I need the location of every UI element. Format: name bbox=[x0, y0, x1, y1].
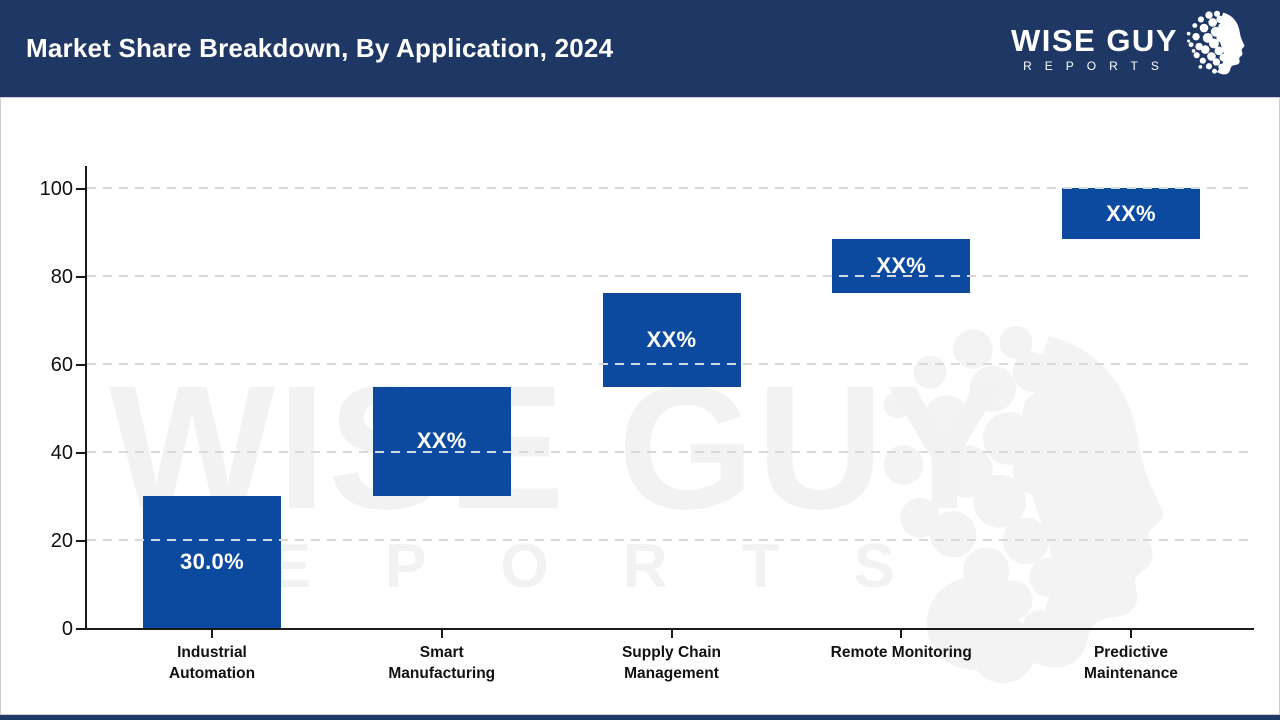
logo-subtitle: REPORTS bbox=[1023, 59, 1172, 73]
gridline-100 bbox=[87, 187, 1254, 189]
x-tick-remote-monitoring bbox=[900, 630, 903, 638]
bar-value-label-industrial-automation: 30.0% bbox=[180, 549, 244, 574]
y-tick-20 bbox=[76, 540, 85, 542]
y-tick-40 bbox=[76, 452, 85, 454]
bar-predictive-maintenance: XX% bbox=[1062, 188, 1200, 240]
category-label-industrial-automation: Industrial Automation bbox=[97, 643, 327, 685]
category-label-line: Management bbox=[624, 664, 719, 682]
bar-value-label-supply-chain-management: XX% bbox=[646, 327, 697, 353]
y-tick-label-0: 0 bbox=[61, 618, 73, 640]
y-tick-label-100: 100 bbox=[39, 178, 73, 200]
footer-bar bbox=[0, 715, 1280, 720]
y-tick-label-60: 60 bbox=[50, 354, 73, 376]
gridline-20 bbox=[87, 539, 1254, 541]
gridline-80 bbox=[87, 275, 1254, 277]
wiseguy-logo-text: WISE GUY REPORTS bbox=[1011, 25, 1178, 72]
y-tick-0 bbox=[76, 628, 85, 630]
category-label-predictive-maintenance: Predictive Maintenance bbox=[1016, 643, 1246, 685]
gridline-40 bbox=[87, 451, 1254, 453]
category-label-line: Automation bbox=[168, 664, 256, 682]
chart-area: WISE GUY REPORTS 0 20 40 60 80 100 30.0% Indust… bbox=[0, 97, 1280, 715]
category-label-remote-monitoring: Remote Monitoring bbox=[786, 643, 1016, 664]
wiseguy-head-icon bbox=[1186, 10, 1245, 74]
category-label-line: Industrial bbox=[177, 644, 247, 661]
bar-industrial-automation: 30.0% bbox=[143, 496, 281, 628]
category-label-smart-manufacturing: Smart Manufacturing bbox=[327, 643, 557, 685]
page-title: Market Share Breakdown, By Application, … bbox=[26, 33, 614, 63]
x-axis-line bbox=[85, 628, 1254, 630]
wiseguy-logo: WISE GUY REPORTS bbox=[1011, 8, 1254, 90]
x-tick-supply-chain-management bbox=[670, 630, 673, 638]
bar-smart-manufacturing: XX% bbox=[372, 386, 511, 496]
y-tick-100 bbox=[76, 188, 85, 190]
y-tick-label-20: 20 bbox=[50, 530, 73, 552]
category-label-line: Maintenance bbox=[1084, 664, 1178, 682]
category-label-line: Manufacturing bbox=[388, 664, 496, 682]
y-tick-label-80: 80 bbox=[50, 266, 73, 288]
bar-value-label-remote-monitoring: XX% bbox=[876, 253, 927, 279]
logo-wordmark: WISE GUY bbox=[1010, 23, 1178, 58]
gridline-60 bbox=[87, 363, 1254, 365]
watermark-head-icon bbox=[883, 325, 1164, 684]
bar-remote-monitoring: XX% bbox=[832, 239, 971, 294]
category-label-line: Supply Chain bbox=[621, 644, 722, 661]
y-tick-60 bbox=[76, 364, 85, 366]
category-label-supply-chain-management: Supply Chain Management bbox=[557, 643, 787, 685]
y-tick-label-40: 40 bbox=[50, 442, 73, 464]
x-tick-smart-manufacturing bbox=[440, 630, 443, 638]
x-tick-predictive-maintenance bbox=[1130, 630, 1132, 638]
bar-value-label-smart-manufacturing: XX% bbox=[416, 428, 467, 454]
y-tick-80 bbox=[76, 276, 85, 278]
x-tick-industrial-automation bbox=[211, 630, 213, 638]
bar-value-label-predictive-maintenance: XX% bbox=[1106, 200, 1156, 226]
header-bar: Market Share Breakdown, By Application, … bbox=[0, 0, 1280, 97]
category-label-line: Remote Monitoring bbox=[830, 644, 972, 661]
category-label-line: Smart bbox=[419, 644, 464, 661]
bar-supply-chain-management: XX% bbox=[602, 293, 741, 387]
category-label-line: Predictive bbox=[1093, 644, 1169, 661]
y-axis-line bbox=[85, 166, 87, 630]
